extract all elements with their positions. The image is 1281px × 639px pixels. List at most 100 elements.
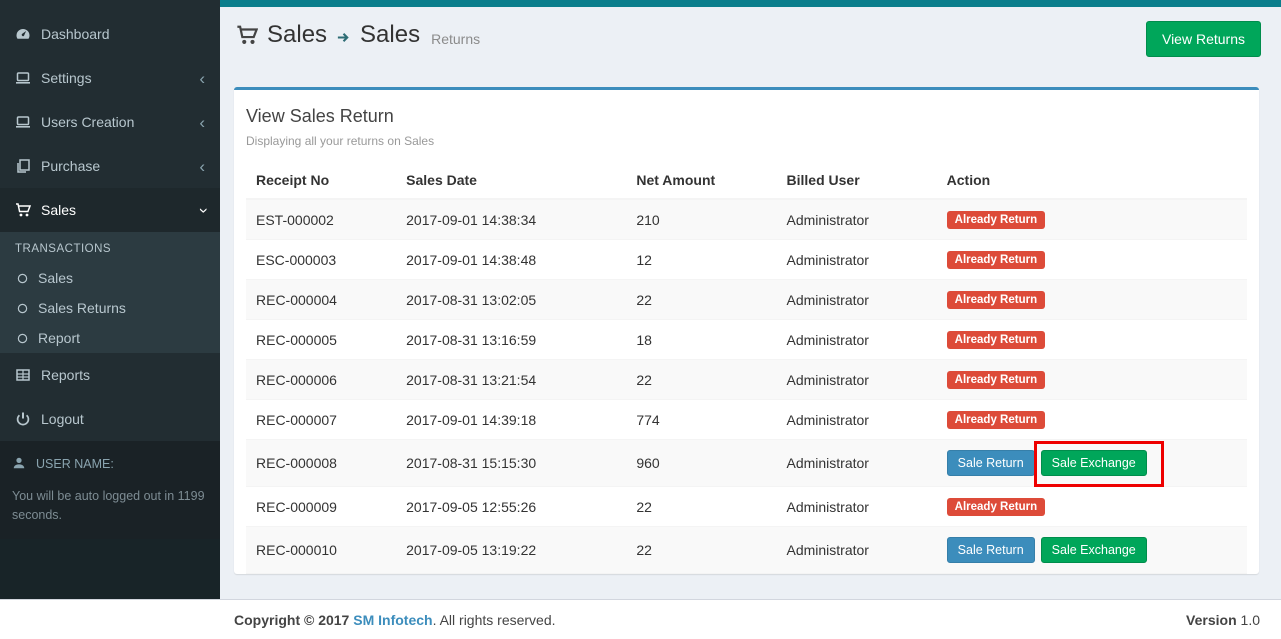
net-amount-cell: 774 (626, 399, 777, 440)
receipt-no-cell: ESC-000003 (246, 239, 397, 280)
net-amount-cell: 22 (626, 526, 777, 574)
billed-user-cell: Administrator (776, 486, 937, 527)
sale-return-button[interactable]: Sale Return (946, 537, 1035, 563)
copyright-suffix: . All rights reserved. (432, 611, 556, 628)
already-return-badge: Already Return (946, 211, 1046, 229)
chevron-left-icon: ‹ (199, 68, 205, 88)
receipt-no-cell: REC-000006 (246, 359, 397, 400)
sale-exchange-button[interactable]: Sale Exchange (1040, 537, 1147, 563)
chevron-down-icon: ‹ (192, 207, 212, 213)
table-row: REC-000009 2017-09-05 12:55:26 22 Administr… (246, 486, 1247, 527)
already-return-badge: Already Return (946, 371, 1046, 389)
net-amount-cell: 22 (626, 279, 777, 320)
version-text: Version 1.0 (1186, 612, 1260, 628)
sidebar-menu: Dashboard Settings ‹ Users Creation ‹ (0, 0, 220, 441)
action-cell: Sale Return Sale Exchange (936, 439, 1247, 487)
billed-user-cell: Administrator (776, 199, 937, 240)
chevron-left-icon: ‹ (199, 156, 205, 176)
sales-date-cell: 2017-09-01 14:39:18 (396, 399, 627, 440)
action-cell: Already Return (936, 279, 1247, 320)
table-row: REC-000006 2017-08-31 13:21:54 22 Administr… (246, 359, 1247, 400)
action-cell: Already Return (936, 319, 1247, 360)
box-title: View Sales Return (246, 106, 394, 126)
sidebar-item-label: Users Creation (41, 114, 135, 130)
column-header-billed-user: Billed User (776, 162, 937, 200)
copyright-text: Copyright © 2017 SM Infotech. All rights… (234, 612, 556, 628)
version-value: 1.0 (1240, 611, 1260, 628)
highlight-annotation: Sale Exchange (1033, 441, 1164, 487)
action-cell: Already Return (936, 359, 1247, 400)
receipt-no-cell: REC-000009 (246, 486, 397, 527)
action-cell: Already Return (936, 399, 1247, 440)
settings-icon (15, 70, 31, 86)
table-row: ESC-000003 2017-09-01 14:38:48 12 Administr… (246, 239, 1247, 280)
sidebar-item-reports[interactable]: Reports (0, 353, 220, 397)
sidebar-subitem-sales-returns[interactable]: Sales Returns (0, 293, 220, 323)
table-row: EST-000002 2017-09-01 14:38:34 210 Administ… (246, 199, 1247, 240)
billed-user-cell: Administrator (776, 279, 937, 320)
column-header-receipt-no: Receipt No (246, 162, 397, 200)
sidebar-item-settings[interactable]: Settings ‹ (0, 56, 220, 100)
sidebar-subitem-report[interactable]: Report (0, 323, 220, 353)
sales-returns-table-body: EST-000002 2017-09-01 14:38:34 210 Administ… (246, 199, 1247, 574)
sidebar-item-label: Purchase (41, 158, 101, 174)
receipt-no-cell: REC-000010 (246, 526, 397, 574)
net-amount-cell: 210 (626, 199, 777, 240)
power-icon (15, 411, 31, 427)
already-return-badge: Already Return (946, 291, 1046, 309)
receipt-no-cell: EST-000002 (246, 199, 397, 240)
sidebar-item-users-creation[interactable]: Users Creation ‹ (0, 100, 220, 144)
receipt-no-cell: REC-000007 (246, 399, 397, 440)
main-content: Sales Sales Returns View Returns View Sa… (220, 0, 1281, 599)
net-amount-cell: 960 (626, 439, 777, 487)
sidebar-item-dashboard[interactable]: Dashboard (0, 12, 220, 56)
app-root: Dashboard Settings ‹ Users Creation ‹ (0, 0, 1281, 599)
box-subtitle: Displaying all your returns on Sales (246, 134, 435, 148)
breadcrumb: Sales Sales Returns (236, 21, 480, 49)
sidebar-section-transactions: TRANSACTIONS (0, 232, 220, 263)
receipt-no-cell: REC-000005 (246, 319, 397, 360)
table-header-row: Receipt No Sales Date Net Amount Billed … (246, 162, 1247, 200)
breadcrumb-page: Sales (360, 21, 421, 48)
sale-return-button[interactable]: Sale Return (946, 450, 1035, 476)
cart-icon (236, 24, 258, 46)
sidebar-item-logout[interactable]: Logout (0, 397, 220, 441)
billed-user-cell: Administrator (776, 359, 937, 400)
version-label: Version (1186, 611, 1237, 628)
company-link[interactable]: SM Infotech (353, 611, 433, 628)
user-icon (12, 456, 28, 472)
sidebar-subitem-sales[interactable]: Sales (0, 263, 220, 293)
sales-cart-icon (15, 202, 31, 218)
receipt-no-cell: REC-000004 (246, 279, 397, 320)
sales-date-cell: 2017-09-05 12:55:26 (396, 486, 627, 527)
sidebar: Dashboard Settings ‹ Users Creation ‹ (0, 0, 220, 599)
receipt-no-cell: REC-000008 (246, 439, 397, 487)
action-cell: Already Return (936, 239, 1247, 280)
already-return-badge: Already Return (946, 331, 1046, 349)
sidebar-footer-spacer (0, 538, 220, 599)
action-cell: Sale Return Sale Exchange (936, 526, 1247, 574)
sidebar-item-sales[interactable]: Sales ‹ (0, 188, 220, 232)
breadcrumb-section: Sales (267, 21, 328, 48)
already-return-badge: Already Return (946, 498, 1046, 516)
net-amount-cell: 18 (626, 319, 777, 360)
already-return-badge: Already Return (946, 411, 1046, 429)
purchase-icon (15, 158, 31, 174)
sale-exchange-button[interactable]: Sale Exchange (1040, 450, 1147, 476)
column-header-sales-date: Sales Date (396, 162, 627, 200)
table-row: REC-000010 2017-09-05 13:19:22 22 Administr… (246, 526, 1247, 574)
sales-date-cell: 2017-08-31 15:15:30 (396, 439, 627, 487)
sales-date-cell: 2017-08-31 13:16:59 (396, 319, 627, 360)
reports-table-icon (15, 367, 31, 383)
action-cell: Already Return (936, 199, 1247, 240)
arrow-right-icon (336, 30, 351, 45)
footer: Copyright © 2017 SM Infotech. All rights… (0, 599, 1281, 639)
billed-user-cell: Administrator (776, 399, 937, 440)
billed-user-cell: Administrator (776, 439, 937, 487)
sidebar-item-label: Sales (41, 202, 77, 218)
view-returns-button[interactable]: View Returns (1145, 21, 1261, 57)
table-row: REC-000008 2017-08-31 15:15:30 960 Administ… (246, 439, 1247, 487)
sidebar-item-purchase[interactable]: Purchase ‹ (0, 144, 220, 188)
sales-date-cell: 2017-09-05 13:19:22 (396, 526, 627, 574)
sales-date-cell: 2017-09-01 14:38:48 (396, 239, 627, 280)
